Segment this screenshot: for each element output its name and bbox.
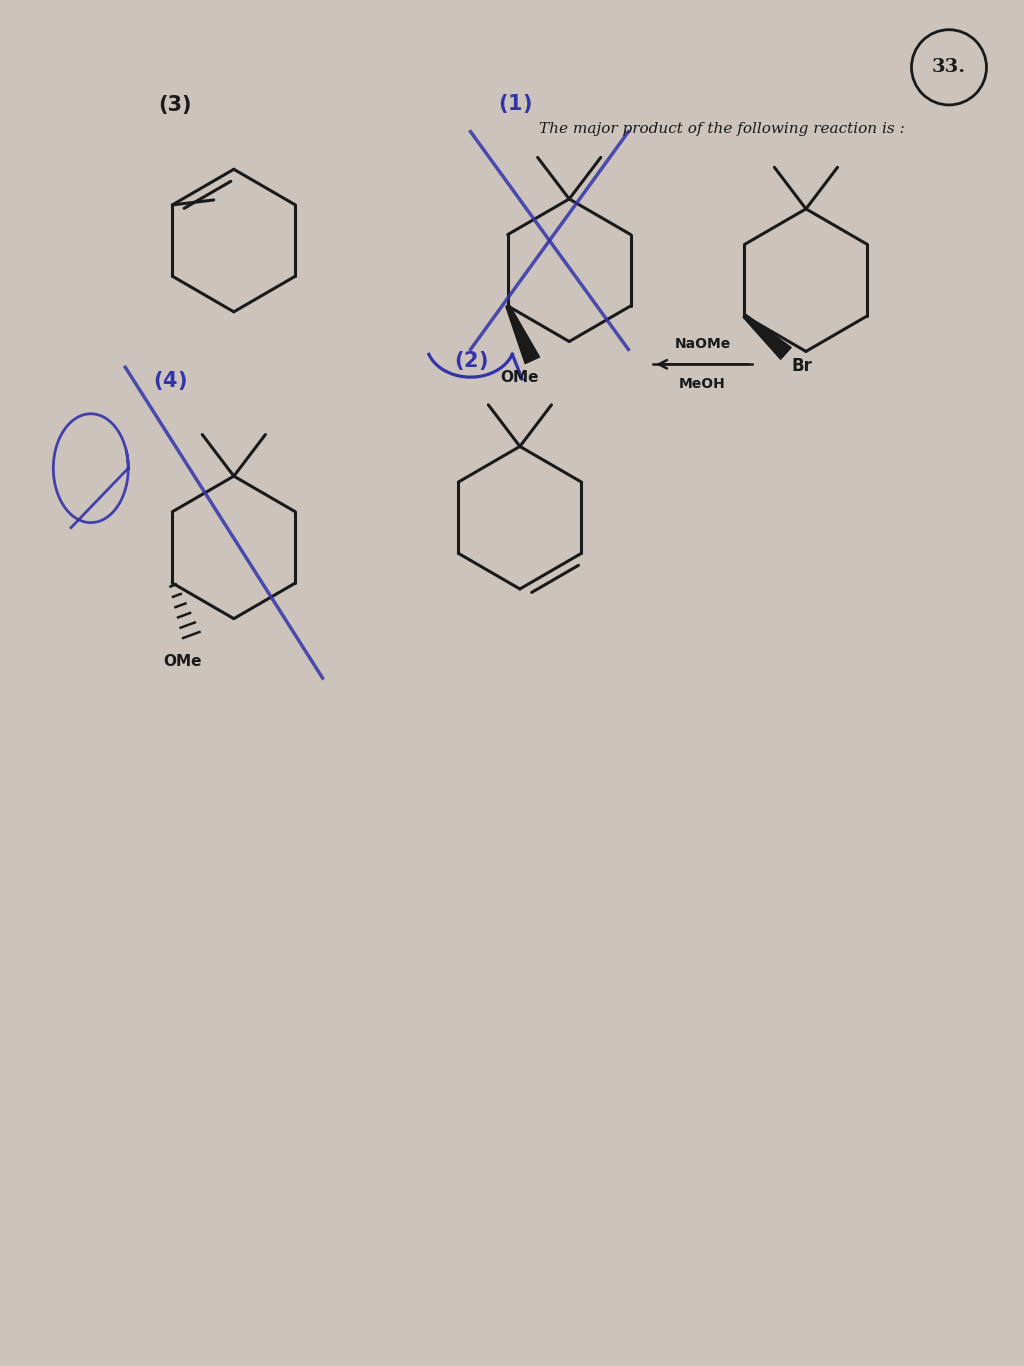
Text: $\mathbf{(1)}$: $\mathbf{(1)}$ [498, 92, 531, 115]
Text: Br: Br [792, 358, 813, 376]
Text: (3): (3) [158, 94, 191, 115]
Text: 33.: 33. [932, 59, 966, 76]
Text: OMe: OMe [163, 654, 202, 669]
Polygon shape [743, 314, 792, 359]
Text: The major product of the following reaction is :: The major product of the following react… [539, 122, 904, 135]
Polygon shape [506, 305, 540, 363]
Text: OMe: OMe [501, 370, 539, 385]
Text: $\mathbf{(2)}$: $\mathbf{(2)}$ [454, 350, 487, 372]
Text: $\mathbf{(4)}$: $\mathbf{(4)}$ [153, 369, 186, 392]
Text: MeOH: MeOH [679, 377, 726, 391]
Text: NaOMe: NaOMe [674, 337, 730, 351]
